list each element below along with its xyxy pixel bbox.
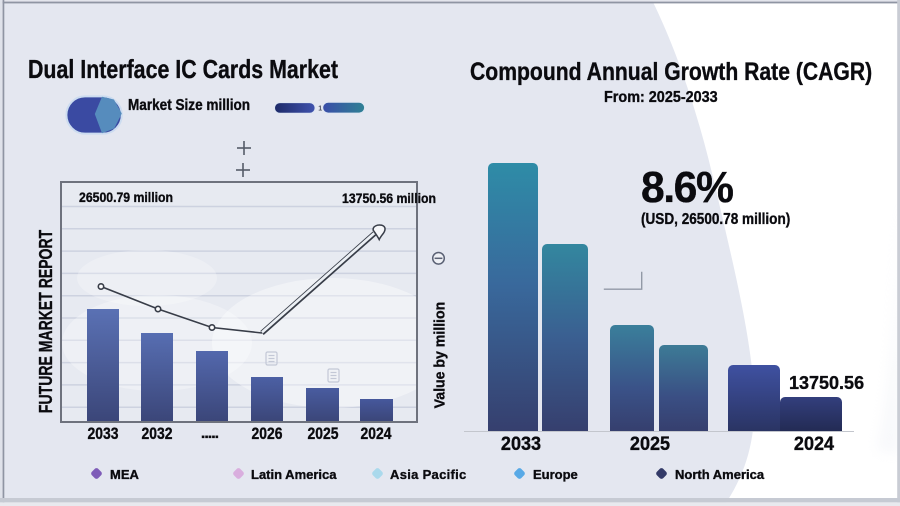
svg-text:1: 1 — [318, 106, 322, 113]
